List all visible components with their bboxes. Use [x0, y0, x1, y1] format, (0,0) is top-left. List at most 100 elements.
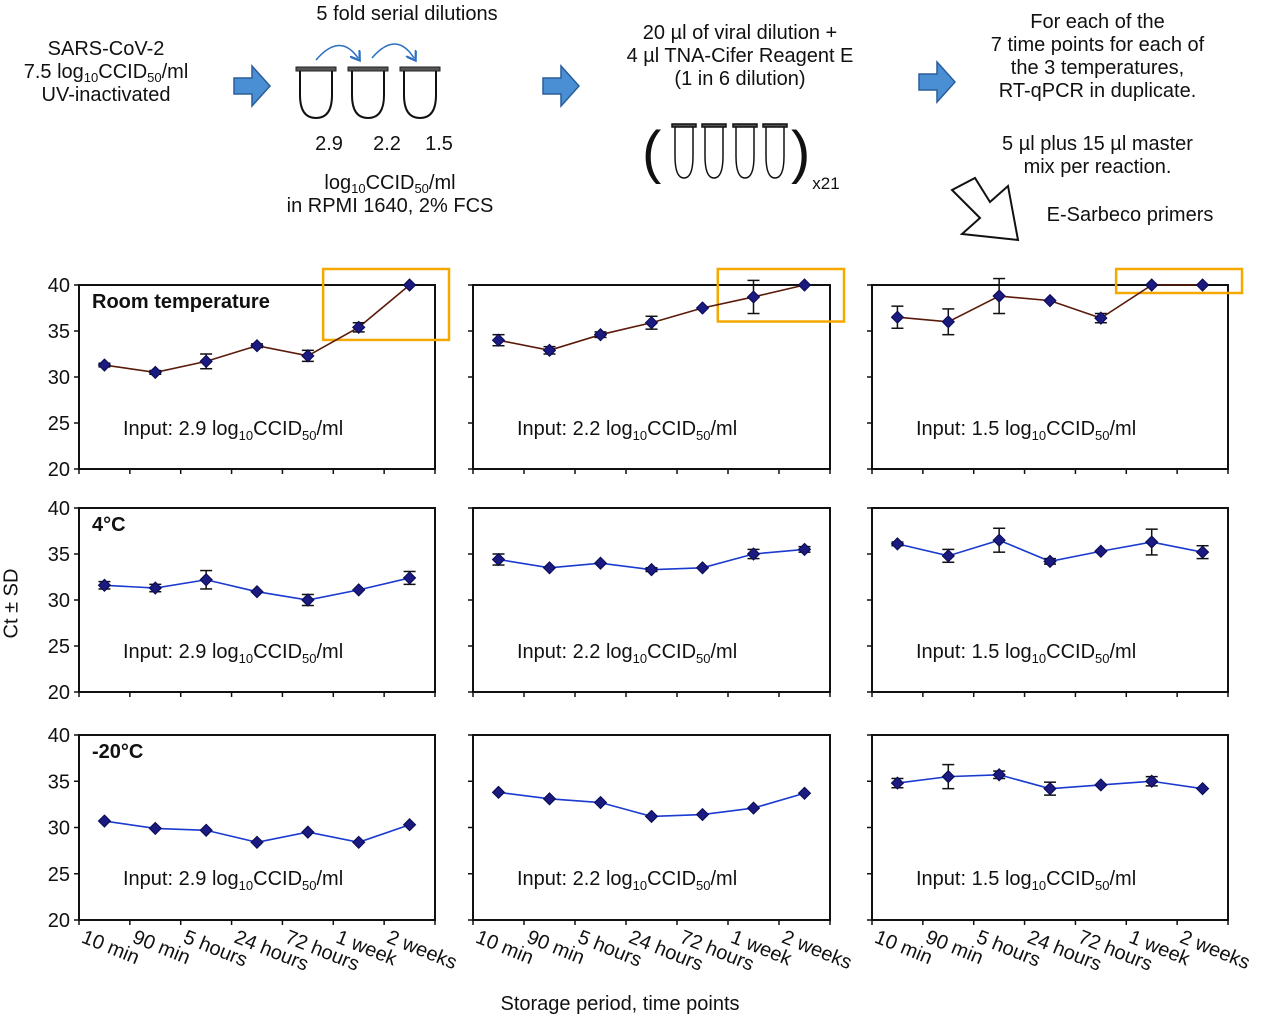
data-point	[491, 552, 506, 567]
data-point	[890, 776, 905, 790]
close-paren-icon: )	[791, 120, 810, 185]
y-tick-label: 40	[48, 498, 70, 520]
dilution-unit: log10CCID50/ml in RPMI 1640, 2% FCS	[250, 172, 530, 218]
dilution-medium: in RPMI 1640, 2% FCS	[286, 195, 494, 217]
data-point	[1043, 554, 1057, 569]
data-point	[542, 343, 557, 358]
outline-arrow-icon	[950, 176, 1020, 242]
input-label: Input: 2.2 log10CCID50/ml	[517, 418, 737, 443]
data-point	[1043, 293, 1057, 308]
y-tick-label: 35	[48, 771, 70, 793]
data-point	[695, 807, 710, 822]
data-point	[797, 278, 812, 292]
data-point	[746, 290, 761, 304]
plot-frame	[871, 734, 1229, 921]
y-tick-label: 20	[48, 682, 70, 704]
plot-frame	[472, 734, 831, 921]
data-point	[1043, 781, 1057, 796]
highlight-box	[716, 267, 846, 323]
plot-frame	[871, 507, 1229, 693]
plot-frame	[472, 507, 831, 693]
plot-frame	[871, 284, 1229, 470]
source-name: SARS-CoV-2	[47, 38, 165, 60]
data-point	[992, 768, 1006, 782]
highlight-box	[321, 267, 451, 342]
plot-frame	[78, 734, 436, 921]
flow-arrow-icon-2	[542, 64, 581, 108]
input-label: Input: 1.5 log10CCID50/ml	[916, 418, 1136, 443]
data-point	[992, 533, 1006, 547]
data-point	[644, 562, 659, 577]
data-point	[250, 835, 264, 850]
data-point	[593, 795, 608, 810]
data-point	[1145, 278, 1159, 292]
data-point	[593, 556, 608, 570]
open-paren-icon: (	[642, 120, 661, 185]
data-point	[797, 786, 812, 800]
pcr-label: For each of the 7 time points for each o…	[990, 11, 1205, 102]
input-label: Input: 1.5 log10CCID50/ml	[916, 868, 1136, 893]
data-point	[402, 278, 417, 292]
y-tick-label: 35	[48, 544, 70, 566]
plot-frame	[472, 284, 831, 470]
data-point	[1195, 545, 1210, 559]
data-point	[97, 578, 112, 592]
data-point	[941, 315, 955, 329]
data-point	[644, 809, 659, 824]
reagent-label: 20 µl of viral dilution + 4 µl TNA-Cifer…	[626, 22, 854, 90]
tube-multiplier: x21	[812, 174, 840, 193]
source-titer: 7.5 log10CCID50/ml	[23, 61, 189, 85]
data-point	[1094, 778, 1108, 792]
data-point	[890, 537, 905, 551]
data-point	[148, 821, 162, 836]
dilution-tube-icon-3	[399, 66, 441, 120]
input-label: Input: 2.2 log10CCID50/ml	[517, 641, 737, 666]
source-label: SARS-CoV-2 7.5 log10CCID50/ml UV-inactiv…	[0, 38, 212, 107]
dilution-value-2: 2.2	[373, 133, 401, 155]
data-point	[148, 581, 162, 595]
data-point	[746, 801, 761, 815]
y-tick-label: 25	[48, 413, 70, 435]
dilution-value-3: 1.5	[425, 133, 453, 155]
data-point	[1195, 781, 1210, 796]
data-point	[199, 573, 213, 587]
y-tick-label: 20	[48, 910, 70, 932]
data-point	[593, 327, 608, 342]
data-point	[1094, 544, 1108, 558]
data-point	[542, 792, 557, 806]
input-label: Input: 2.9 log10CCID50/ml	[123, 868, 343, 893]
dilution-tube-icon-1	[295, 66, 337, 120]
x-axis-label: Storage period, time points	[500, 993, 740, 1015]
dilution-value-1: 2.9	[315, 133, 343, 155]
data-point	[352, 583, 366, 597]
data-point	[746, 547, 761, 561]
data-point	[301, 593, 315, 607]
plot-frame	[78, 284, 436, 470]
data-point	[890, 310, 905, 324]
data-point	[992, 289, 1006, 303]
data-point	[97, 358, 112, 372]
y-tick-label: 30	[48, 818, 70, 840]
highlight-box	[1114, 267, 1244, 295]
data-point	[1195, 278, 1210, 292]
x-tick-label: 2 weeks	[1177, 926, 1253, 974]
data-point	[1094, 311, 1108, 325]
dilution-title: 5 fold serial dilutions	[316, 3, 498, 25]
condition-label: Room temperature	[92, 291, 270, 313]
x-tick-label: 2 weeks	[384, 926, 460, 974]
data-point	[352, 835, 366, 850]
input-label: Input: 2.9 log10CCID50/ml	[123, 641, 343, 666]
dilution-tube-icon-2	[347, 66, 389, 120]
y-axis-label: Ct ± SD	[0, 568, 23, 639]
data-point	[301, 349, 315, 363]
y-tick-label: 20	[48, 459, 70, 481]
plot-frame	[78, 507, 436, 693]
data-point	[402, 571, 417, 585]
data-point	[250, 339, 264, 353]
data-point	[250, 585, 264, 599]
flow-arrow-icon-1	[233, 64, 272, 108]
transfer-arrow-icon-1	[315, 44, 358, 60]
data-point	[199, 354, 213, 369]
x-tick-label: 2 weeks	[779, 926, 855, 974]
y-tick-label: 25	[48, 636, 70, 658]
